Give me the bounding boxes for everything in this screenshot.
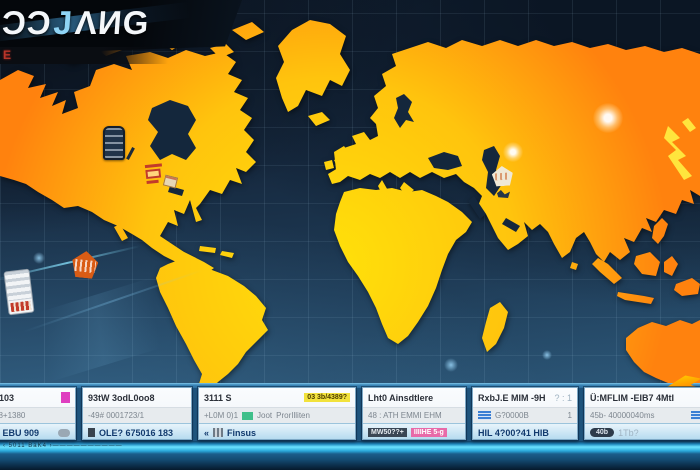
card5-count: 1 [567,411,572,420]
card1-sub: 98+1380 [0,411,26,420]
glow-dot [542,350,552,360]
card6-title: Ü:MFLIM -EIB7 4MtI [590,392,674,403]
chevron-left-icon: « [204,427,210,438]
glow-dot [33,252,45,264]
title-part-2: J [52,4,75,41]
card1-title: 0103 [0,392,15,403]
flare-icon [503,142,523,162]
card3-value: Finsus [227,427,257,438]
oval-badge: 40b [590,428,615,437]
grid-icon [213,428,224,437]
bottom-stats-panel: 0103 98+1380 E EBU 909 93tW 3odL0oo8 -49… [0,383,700,470]
dark-badge: MW50??+ [368,428,407,437]
status-text: ‹ 5011 BaK4 ›—————————— [3,443,123,449]
tiny-glyph-icon [497,190,510,198]
card5-title: RxbJ.E MIM -9H [478,392,546,403]
title-part-3: ΛИG [73,4,151,41]
island-iceland [308,112,330,126]
card3-sub2: ProrIlliten [276,411,310,420]
subtitle: E [3,48,12,62]
sea-black [428,152,462,170]
continent-south-america [156,258,268,388]
card3-title: 3111 S [204,392,232,403]
pink-badge: IIIIHE 5-g [410,428,447,437]
card5-value: HIL 4?00?41 HIB [478,427,549,438]
sea-red [468,196,486,219]
island-madagascar [482,302,508,352]
stat-card-1[interactable]: 0103 98+1380 E EBU 909 [0,387,76,440]
sea-baltic [394,94,414,128]
page-title: ƆƆJΛИG [1,4,151,42]
blue-chip-icon [691,411,700,420]
continent-greenland [276,20,350,112]
title-part-1: ƆƆ [0,4,54,41]
card5-aux: ? : 1 [554,392,572,403]
card-stack-icon[interactable] [3,268,35,316]
card4-title: Lht0 Ainsdtlere [368,392,434,403]
stat-card-2[interactable]: 93tW 3odL0oo8 -49# 0001723/1 OLE? 675016… [82,387,192,440]
island-sri-lanka [570,262,578,270]
continent-africa [334,188,472,344]
card2-value: OLE? 675016 183 [99,427,174,438]
continent-australia [626,320,700,383]
stat-card-6[interactable]: Ü:MFLIM -EIB7 4MtI 45b- 40000040ms 40b 1… [584,387,700,440]
pink-marker-icon [61,392,70,403]
card5-sub: G?0000B [495,411,529,420]
crest-badge-icon[interactable] [103,126,125,160]
green-chip-icon [242,411,254,420]
stat-card-5[interactable]: RxbJ.E MIM -9H ? : 1 G?0000B 1 HIL 4?00?… [472,387,578,440]
oval-icon [58,428,70,437]
region-central-america [114,224,234,274]
title-banner [0,0,242,55]
card1-value: E EBU 909 [0,427,40,438]
glow-dot [444,358,458,372]
stat-card-3[interactable]: 3111 S 03 3b/4389? +L0M 0)1 Joot ProrIll… [198,387,356,440]
stat-card-4[interactable]: Lht0 Ainsdtlere 48 : ATH EMMI EHM MW50??… [362,387,466,440]
card3-sub: +L0M 0)1 [204,411,239,420]
yellow-badge: 03 3b/4389? [304,393,350,402]
subtitle-strip: E [0,47,168,64]
card6-sub: 45b- 40000040ms [590,411,655,420]
gulf-persian [502,218,520,232]
card3-tag: Joot [257,411,273,420]
card6-aux: 1Tb? [618,427,639,438]
islands-southeast-asia [592,218,700,304]
card2-title: 93tW 3odL0oo8 [88,392,155,403]
flare-icon [593,103,623,133]
lightning-archipelago [664,118,696,180]
card2-sub: -49# 0001723/1 [88,411,145,420]
lakes-great-lakes [168,186,184,196]
sea-hudson-bay [148,100,196,160]
barcode-icon [88,428,95,437]
blue-chip-icon [478,411,491,420]
card4-sub: 48 : ATH EMMI EHM [368,411,442,420]
